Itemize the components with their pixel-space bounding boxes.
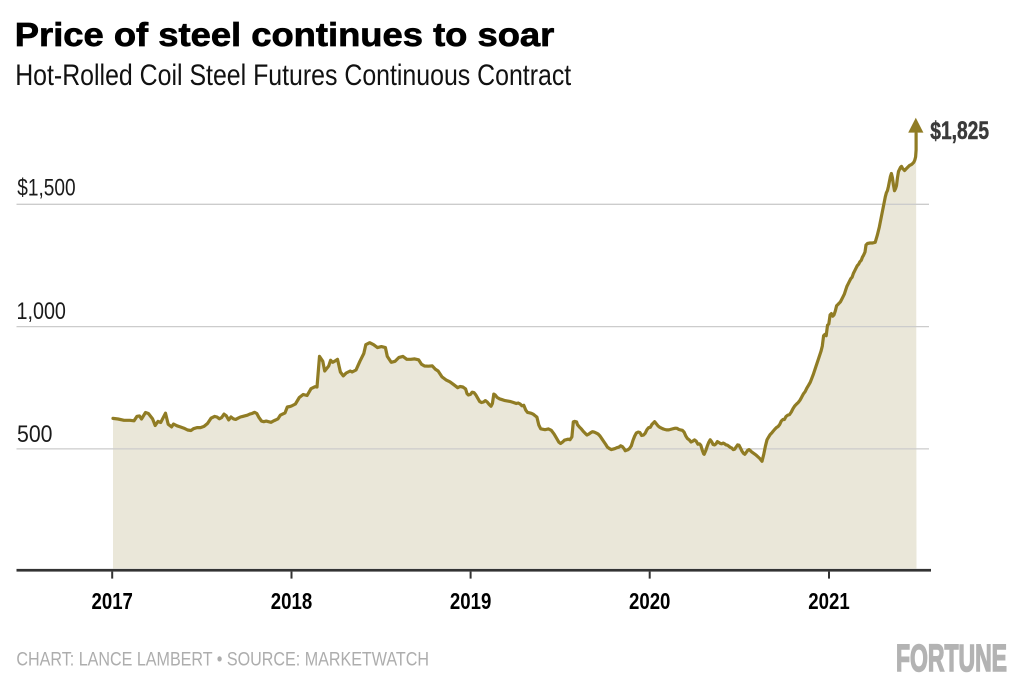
svg-text:CHART: LANCE LAMBERT • SOURCE:: CHART: LANCE LAMBERT • SOURCE: MARKETWAT… (16, 648, 429, 670)
svg-text:2019: 2019 (450, 588, 491, 614)
svg-text:Hot-Rolled Coil Steel Futures: Hot-Rolled Coil Steel Futures Continuous… (15, 59, 572, 92)
svg-text:1,000: 1,000 (17, 298, 66, 325)
svg-text:2021: 2021 (808, 588, 850, 614)
svg-text:500: 500 (17, 421, 53, 448)
svg-text:2017: 2017 (92, 588, 133, 614)
svg-text:Price of steel continues to so: Price of steel continues to soar (15, 16, 555, 53)
svg-text:2020: 2020 (629, 588, 670, 614)
svg-text:2018: 2018 (271, 588, 313, 614)
svg-text:FORTUNE: FORTUNE (896, 637, 1007, 679)
svg-text:$1,500: $1,500 (17, 174, 75, 201)
svg-text:$1,825: $1,825 (930, 117, 989, 145)
